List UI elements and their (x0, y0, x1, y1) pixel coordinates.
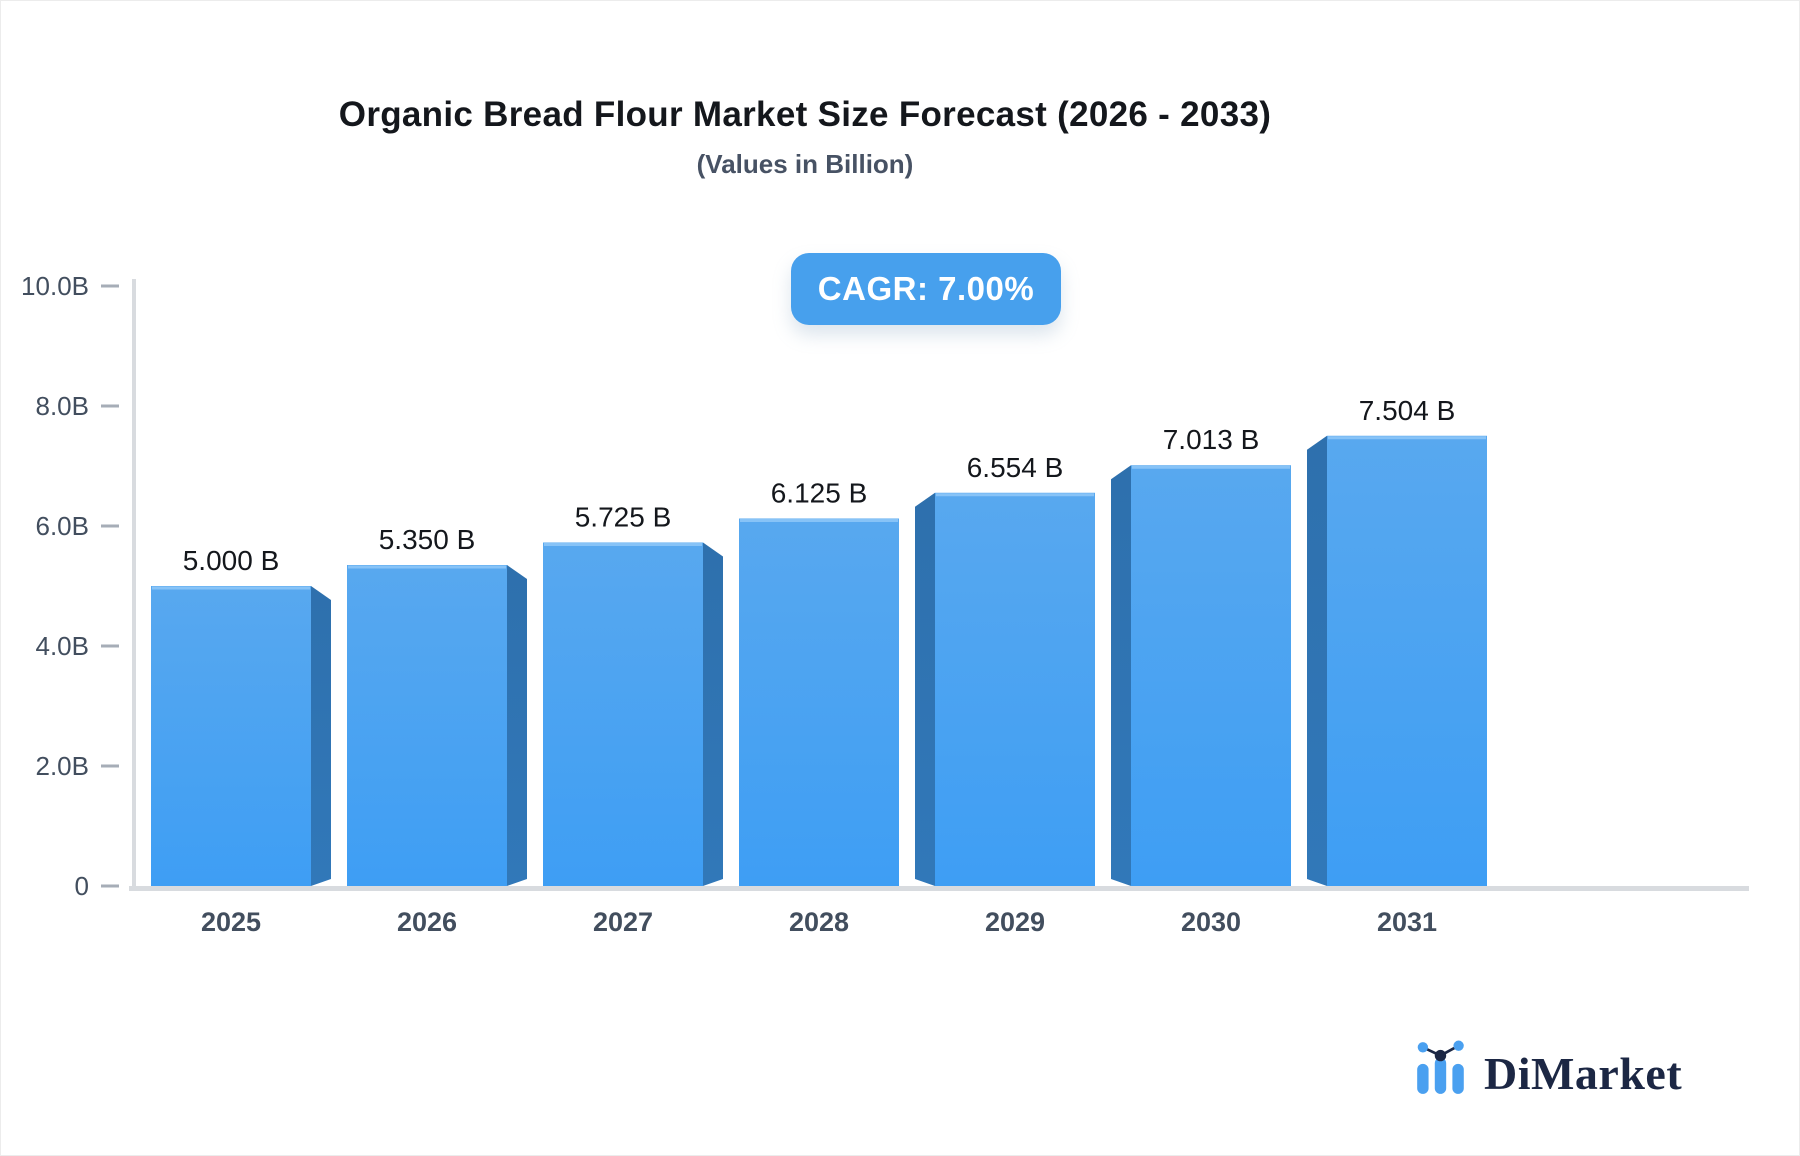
bar-front-face (935, 492, 1095, 886)
y-axis-label-2.0B: 2.0B (36, 751, 90, 781)
bar-value-label: 5.350 B (379, 524, 476, 555)
x-axis-label-2027: 2027 (593, 907, 653, 937)
bar-value-label: 7.013 B (1163, 424, 1260, 455)
cagr-badge-label: CAGR: 7.00% (817, 270, 1035, 307)
bar-2029[interactable]: 6.554 B 2029 (915, 452, 1095, 937)
mini-bar-line-chart-icon (1417, 1040, 1464, 1094)
bar-2031[interactable]: 7.504 B 2031 (1307, 395, 1487, 937)
x-axis-label-2031: 2031 (1377, 907, 1437, 937)
bar-side-face (703, 542, 723, 886)
bar-value-label: 6.554 B (967, 452, 1064, 483)
chart-title: Organic Bread Flour Market Size Forecast… (338, 95, 1272, 134)
bar-front-face (151, 586, 311, 886)
brand-name: DiMarket (1484, 1048, 1683, 1099)
bar-2026[interactable]: 5.350 B 2026 (347, 524, 527, 937)
bar-2025[interactable]: 5.000 B 2025 (151, 545, 331, 937)
y-axis-label-0: 0 (75, 871, 89, 901)
x-axis-label-2030: 2030 (1181, 907, 1241, 937)
x-axis-label-2028: 2028 (789, 907, 849, 937)
y-axis-label-6.0B: 6.0B (36, 511, 90, 541)
title-block: Organic Bread Flour Market Size Forecast… (1, 95, 1609, 180)
bar-value-label: 5.725 B (575, 502, 672, 533)
brand-logo: DiMarket (1414, 1039, 1682, 1097)
y-axis-label-4.0B: 4.0B (36, 631, 90, 661)
bar-side-face (1111, 465, 1131, 886)
bar-side-face (507, 565, 527, 886)
bar-front-face (739, 518, 899, 886)
bar-value-label: 5.000 B (183, 545, 280, 576)
x-axis-label-2026: 2026 (397, 907, 457, 937)
y-axis-label-10.0B: 10.0B (21, 271, 89, 301)
chart-subtitle: (Values in Billion) (696, 149, 914, 179)
x-axis-label-2029: 2029 (985, 907, 1045, 937)
cagr-badge: CAGR: 7.00% (791, 253, 1061, 325)
x-axis-label-2025: 2025 (201, 907, 261, 937)
bar-front-face (347, 565, 507, 886)
bar-side-face (1307, 435, 1327, 886)
bar-value-label: 7.504 B (1359, 395, 1456, 426)
bar-side-face (915, 492, 935, 886)
bar-side-face (311, 586, 331, 886)
bar-front-face (1131, 465, 1291, 886)
bar-2027[interactable]: 5.725 B 2027 (543, 502, 723, 938)
bar-2030[interactable]: 7.013 B 2030 (1111, 424, 1291, 937)
bar-front-face (1327, 435, 1487, 886)
y-axis-label-8.0B: 8.0B (36, 391, 90, 421)
bar-2028[interactable]: 6.125 B 2028 (739, 478, 899, 938)
bar-front-face (543, 542, 703, 886)
bar-value-label: 6.125 B (771, 478, 868, 509)
